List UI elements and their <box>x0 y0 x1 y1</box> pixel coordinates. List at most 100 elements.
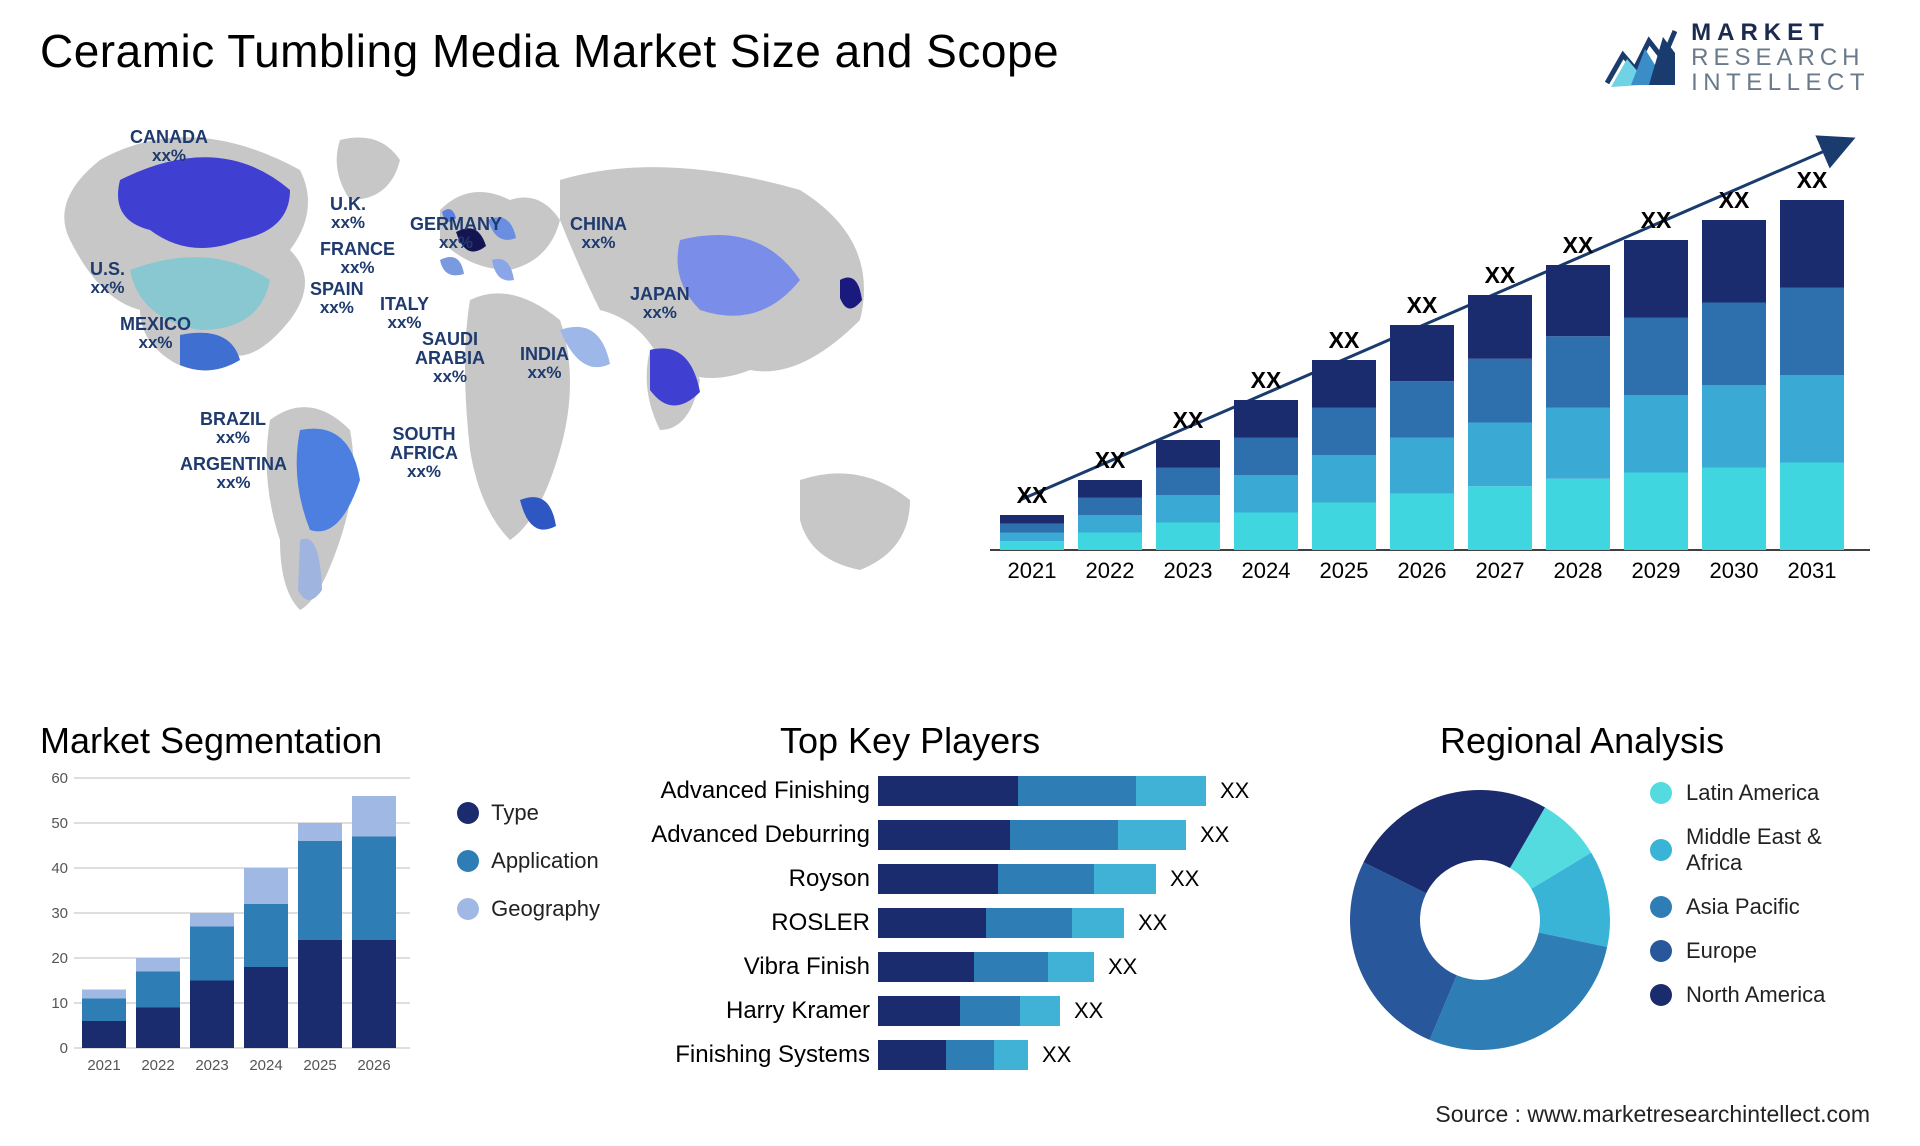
player-bar-seg <box>878 820 1010 850</box>
player-bar <box>878 996 1060 1026</box>
player-row: Advanced Deburring XX <box>620 814 1300 856</box>
player-value: XX <box>1170 866 1199 892</box>
legend-label: Geography <box>491 896 600 922</box>
page-title: Ceramic Tumbling Media Market Size and S… <box>40 24 1059 78</box>
svg-text:XX: XX <box>1251 367 1282 393</box>
svg-text:XX: XX <box>1329 327 1360 353</box>
growth-chart: 2021XX2022XX2023XX2024XX2025XX2026XX2027… <box>990 120 1870 620</box>
svg-text:2030: 2030 <box>1710 558 1759 583</box>
svg-text:XX: XX <box>1173 407 1204 433</box>
player-row: ROSLER XX <box>620 902 1300 944</box>
svg-text:XX: XX <box>1641 207 1672 233</box>
players-block: Top Key Players Advanced FinishingXXAdva… <box>620 720 1300 1080</box>
regional-legend-item: Europe <box>1650 938 1825 964</box>
map-label: SAUDIARABIAxx% <box>415 330 485 386</box>
svg-text:2029: 2029 <box>1632 558 1681 583</box>
map-label: INDIAxx% <box>520 345 569 382</box>
player-bar-seg <box>960 996 1020 1026</box>
logo-text: MARKET RESEARCH INTELLECT <box>1691 20 1870 96</box>
legend-swatch <box>1650 839 1672 861</box>
segmentation-legend-item: Type <box>457 800 600 826</box>
regional-legend: Latin AmericaMiddle East &AfricaAsia Pac… <box>1650 780 1825 1026</box>
world-map: CANADAxx%U.S.xx%MEXICOxx%BRAZILxx%ARGENT… <box>40 120 960 640</box>
player-bar <box>878 1040 1028 1070</box>
map-label: FRANCExx% <box>320 240 395 277</box>
player-name: Finishing Systems <box>620 1041 878 1069</box>
legend-swatch <box>457 898 479 920</box>
map-label: MEXICOxx% <box>120 315 191 352</box>
svg-text:2021: 2021 <box>1008 558 1057 583</box>
svg-text:30: 30 <box>51 905 68 922</box>
player-bar <box>878 908 1124 938</box>
logo-line1: MARKET <box>1691 20 1870 45</box>
svg-text:2026: 2026 <box>1398 558 1447 583</box>
svg-text:2026: 2026 <box>357 1057 390 1074</box>
player-bar-seg <box>878 864 998 894</box>
svg-text:XX: XX <box>1485 262 1516 288</box>
legend-label: North America <box>1686 982 1825 1008</box>
player-name: Royson <box>620 865 878 893</box>
player-bar-seg <box>974 952 1048 982</box>
legend-label: Europe <box>1686 938 1757 964</box>
player-bar-seg <box>1020 996 1060 1026</box>
player-value: XX <box>1138 910 1167 936</box>
player-bar-seg <box>1118 820 1186 850</box>
player-name: Advanced Finishing <box>620 777 878 805</box>
player-name: ROSLER <box>620 909 878 937</box>
logo-line2: RESEARCH <box>1691 45 1870 70</box>
segmentation-block: Market Segmentation 01020304050602021202… <box>40 720 600 1080</box>
logo-icon <box>1605 25 1677 91</box>
player-bar <box>878 864 1156 894</box>
map-label: ITALYxx% <box>380 295 429 332</box>
player-bar-seg <box>998 864 1094 894</box>
map-label: SPAINxx% <box>310 280 364 317</box>
legend-swatch <box>1650 896 1672 918</box>
svg-text:0: 0 <box>60 1040 68 1057</box>
player-bar-seg <box>878 996 960 1026</box>
segmentation-title: Market Segmentation <box>40 720 382 762</box>
player-name: Advanced Deburring <box>620 821 878 849</box>
player-value: XX <box>1074 998 1103 1024</box>
svg-text:40: 40 <box>51 860 68 877</box>
legend-swatch <box>457 802 479 824</box>
player-value: XX <box>1042 1042 1071 1068</box>
player-row: Harry KramerXX <box>620 990 1300 1032</box>
segmentation-legend-item: Geography <box>457 896 600 922</box>
player-bar-seg <box>994 1040 1028 1070</box>
player-bar-seg <box>878 952 974 982</box>
segmentation-legend: Type Application Geography <box>457 800 600 944</box>
map-label: CANADAxx% <box>130 128 208 165</box>
player-bar <box>878 776 1206 806</box>
svg-text:2027: 2027 <box>1476 558 1525 583</box>
svg-text:XX: XX <box>1095 447 1126 473</box>
svg-text:2031: 2031 <box>1788 558 1837 583</box>
svg-text:XX: XX <box>1563 232 1594 258</box>
segmentation-legend-item: Application <box>457 848 600 874</box>
svg-text:2024: 2024 <box>249 1057 282 1074</box>
map-label: JAPANxx% <box>630 285 690 322</box>
player-value: XX <box>1108 954 1137 980</box>
regional-legend-item: Asia Pacific <box>1650 894 1825 920</box>
svg-text:2022: 2022 <box>141 1057 174 1074</box>
svg-text:2028: 2028 <box>1554 558 1603 583</box>
regional-legend-item: Latin America <box>1650 780 1825 806</box>
svg-text:2022: 2022 <box>1086 558 1135 583</box>
segmentation-chart: 0102030405060202120222023202420252026 <box>40 768 410 1078</box>
player-bar <box>878 952 1094 982</box>
regional-donut <box>1330 770 1630 1070</box>
regional-block: Regional Analysis Latin AmericaMiddle Ea… <box>1320 720 1880 1080</box>
logo-line3: INTELLECT <box>1691 70 1870 95</box>
svg-text:2025: 2025 <box>303 1057 336 1074</box>
player-bar-seg <box>1048 952 1094 982</box>
legend-label: Application <box>491 848 599 874</box>
player-value: XX <box>1200 822 1229 848</box>
svg-text:XX: XX <box>1407 292 1438 318</box>
legend-swatch <box>1650 984 1672 1006</box>
legend-label: Type <box>491 800 539 826</box>
svg-text:XX: XX <box>1719 187 1750 213</box>
map-label: GERMANYxx% <box>410 215 502 252</box>
player-bar-seg <box>1094 864 1156 894</box>
player-bar <box>878 820 1186 850</box>
map-label: CHINAxx% <box>570 215 627 252</box>
player-bar-seg <box>1018 776 1136 806</box>
